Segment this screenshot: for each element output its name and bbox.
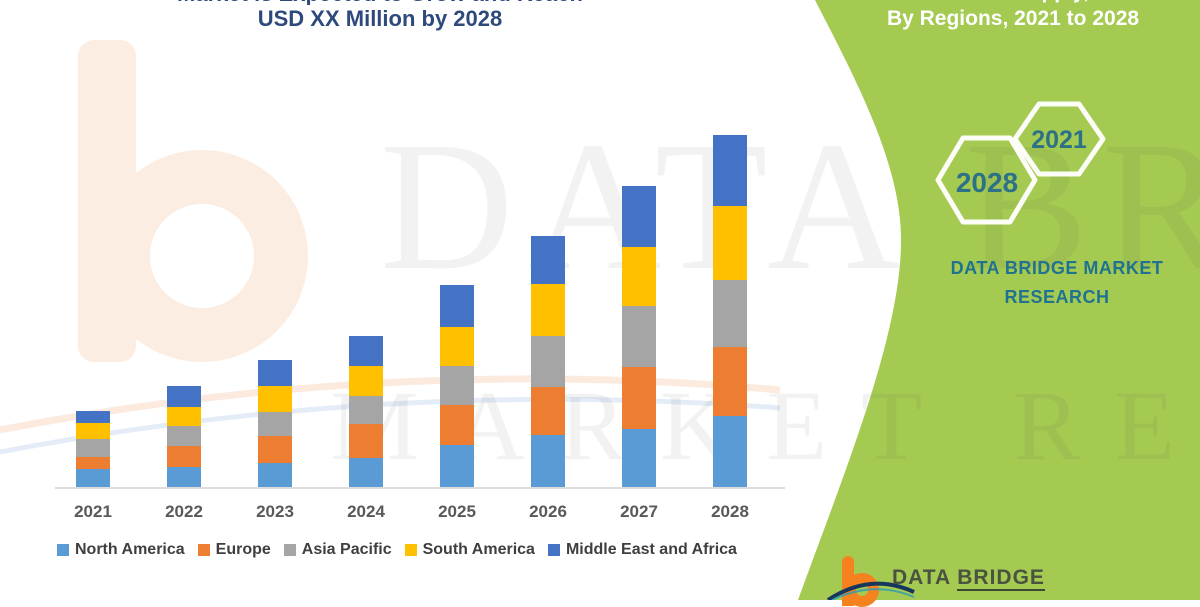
bar-segment-2024-europe (349, 424, 383, 458)
bar-segment-2026-asia-pacific (531, 336, 565, 387)
bar-segment-2025-middle-east-and-africa (440, 285, 474, 327)
bar-segment-2028-europe (713, 347, 747, 416)
hexagon-2028-label: 2028 (956, 167, 1018, 198)
bar-segment-2022-europe (167, 446, 201, 467)
legend-swatch-icon (197, 544, 210, 556)
year-hexagons: 2021 2028 (935, 101, 1106, 225)
bar-segment-2023-north-america (258, 463, 292, 487)
plot-area: 2021 2022 2023 2024 2025 2026 2027 2028 (55, 135, 785, 521)
hexagon-2021-label: 2021 (1031, 126, 1087, 154)
x-axis-label-2026: 2026 (529, 502, 567, 521)
bar-segment-2024-north-america (349, 458, 383, 487)
green-panel-title-line2: By Regions, 2021 to 2028 (886, 7, 1140, 30)
bar-segment-2021-north-america (76, 469, 110, 487)
bar-segment-2025-south-america (440, 327, 474, 366)
bar-segment-2023-asia-pacific (258, 412, 292, 436)
legend-swatch-icon (547, 544, 560, 556)
bar-segment-2022-south-america (167, 407, 201, 426)
bar-segment-2026-north-america (531, 435, 565, 487)
bar-segment-2028-south-america (713, 206, 747, 280)
bar-segment-2021-middle-east-and-africa (76, 411, 110, 423)
bar-segment-2028-north-america (713, 416, 747, 487)
legend-swatch-icon (57, 544, 69, 556)
x-axis-label-2023: 2023 (256, 502, 294, 521)
bar-segment-2027-south-america (622, 247, 656, 306)
bar-segment-2024-asia-pacific (349, 396, 383, 424)
bar-segment-2028-middle-east-and-africa (713, 135, 747, 206)
bar-segment-2022-north-america (167, 467, 201, 487)
chart-title: Market is Expected to Grow and Reach USD… (150, 0, 610, 32)
bar-segment-2025-europe (440, 405, 474, 445)
legend-item-north-america: North America (57, 541, 185, 559)
legend-label: Middle East and Africa (565, 541, 737, 558)
logo-swoosh-icon (826, 581, 915, 600)
bar-segment-2021-south-america (76, 423, 110, 439)
bar-segment-2026-europe (531, 387, 565, 435)
legend-label: North America (75, 541, 185, 558)
bar-segment-2022-asia-pacific (167, 426, 201, 446)
x-axis-label-2027: 2027 (620, 502, 658, 521)
x-axis-line (55, 487, 785, 489)
legend-swatch-icon (283, 544, 296, 556)
bar-segment-2021-asia-pacific (76, 439, 110, 457)
legend-item-middle-east-and-africa: Middle East and Africa (547, 541, 737, 559)
bar-segment-2024-south-america (349, 366, 383, 396)
bar-segment-2026-south-america (531, 284, 565, 336)
bar-segment-2021-europe (76, 457, 110, 469)
chart-title-line2: USD XX Million by 2028 (257, 6, 503, 31)
bar-segment-2027-asia-pacific (622, 306, 656, 367)
chart-legend: North America Europe Asia Pacific South Ame… (57, 541, 797, 559)
green-panel-title-line1-cropped: Market Supply, (860, 0, 1170, 6)
bar-segment-2025-north-america (440, 445, 474, 487)
bar-segment-2027-middle-east-and-africa (622, 186, 656, 247)
bar-segment-2024-middle-east-and-africa (349, 336, 383, 366)
legend-label: Europe (215, 541, 271, 558)
logo-word-bridge: BRIDGE (957, 566, 1045, 591)
legend-item-asia-pacific: Asia Pacific (283, 541, 392, 559)
bar-segment-2023-europe (258, 436, 292, 463)
legend-label: South America (422, 541, 535, 558)
bar-segment-2026-middle-east-and-africa (531, 236, 565, 284)
x-axis-label-2028: 2028 (711, 502, 749, 521)
legend-swatch-icon (404, 544, 417, 556)
hexagon-2028: 2028 (935, 135, 1038, 225)
bar-segment-2027-europe (622, 367, 656, 429)
legend-item-south-america: South America (404, 541, 535, 559)
logo-subtitle-cropped: MARKET RESEARCH (894, 595, 1114, 600)
legend-item-europe: Europe (197, 541, 271, 559)
x-axis-label-2025: 2025 (438, 502, 476, 521)
bar-segment-2025-asia-pacific (440, 366, 474, 405)
chart-title-line1-cropped: Market is Expected to Grow and Reach (150, 0, 610, 5)
bar-segment-2022-middle-east-and-africa (167, 386, 201, 407)
x-axis-label-2022: 2022 (165, 502, 203, 521)
bar-segment-2027-north-america (622, 429, 656, 487)
x-axis-label-2024: 2024 (347, 502, 385, 521)
brand-text: DATA BRIDGE MARKET RESEARCH (950, 258, 1164, 307)
bar-segment-2023-middle-east-and-africa (258, 360, 292, 386)
logo-word-data: DATA (892, 566, 958, 589)
bar-segment-2023-south-america (258, 386, 292, 412)
bar-segment-2028-asia-pacific (713, 280, 747, 347)
x-axis-label-2021: 2021 (74, 502, 112, 521)
logo-wordmark: DATA BRIDGE (892, 566, 1045, 591)
hexagon-2021: 2021 (1012, 101, 1106, 177)
legend-label: Asia Pacific (301, 541, 392, 558)
